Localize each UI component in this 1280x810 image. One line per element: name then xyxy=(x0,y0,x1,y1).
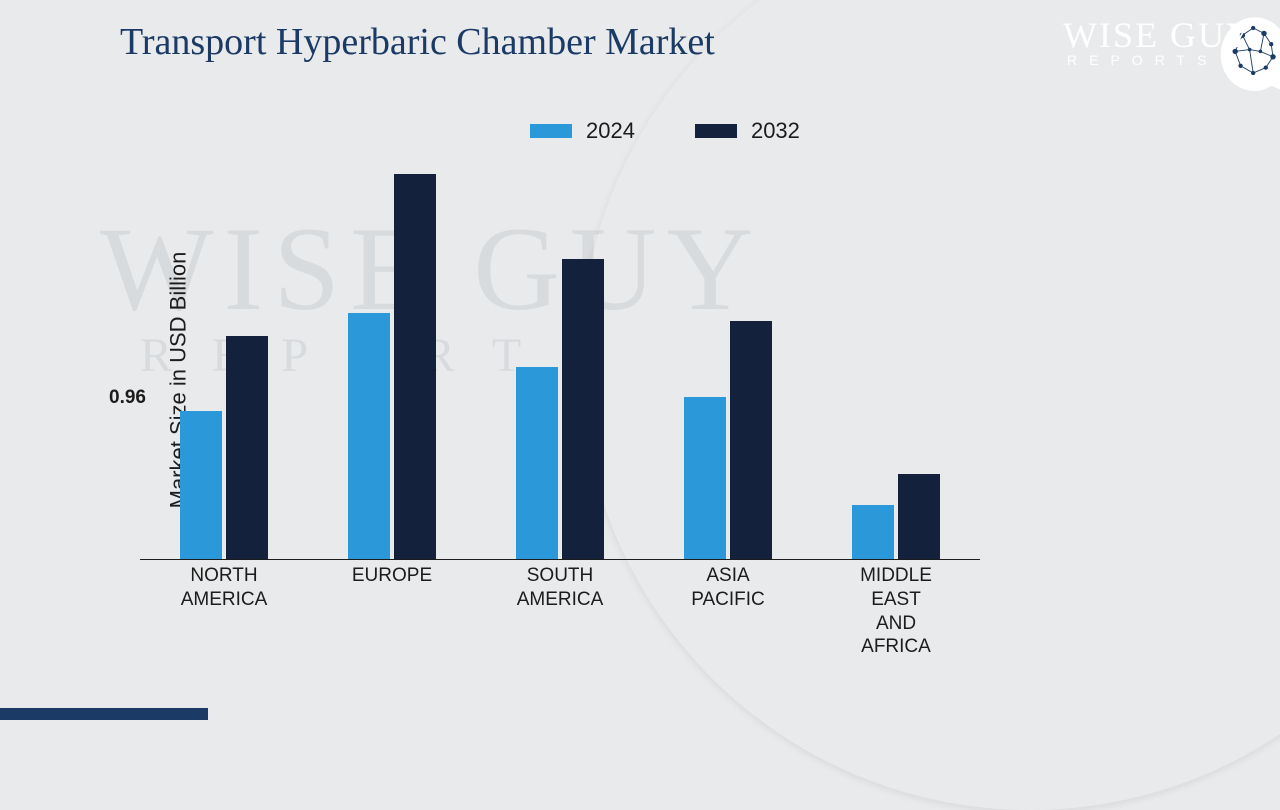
bar xyxy=(684,397,726,559)
bar-group xyxy=(317,174,467,559)
bar xyxy=(898,474,940,559)
bottom-accent-bar xyxy=(0,708,208,720)
bar-group xyxy=(485,259,635,559)
bar xyxy=(516,367,558,559)
bar-group: 0.96 xyxy=(149,336,299,559)
bar xyxy=(348,313,390,559)
x-axis-label: ASIAPACIFIC xyxy=(653,564,803,659)
legend-item-2032: 2032 xyxy=(695,118,800,144)
legend-swatch-2032 xyxy=(695,124,737,138)
legend-label-2024: 2024 xyxy=(586,118,635,144)
x-axis-labels: NORTHAMERICAEUROPESOUTHAMERICAASIAPACIFI… xyxy=(140,564,980,659)
bar xyxy=(562,259,604,559)
legend-swatch-2024 xyxy=(530,124,572,138)
logo-main: WISE GUY xyxy=(1063,14,1254,56)
legend-label-2032: 2032 xyxy=(751,118,800,144)
bar xyxy=(180,411,222,559)
bar xyxy=(394,174,436,559)
chart: Market Size in USD Billion 0.96 NORTHAME… xyxy=(50,150,1000,610)
brand-logo: WISE GUY REPORTS xyxy=(1063,14,1254,68)
bar-groups: 0.96 xyxy=(140,160,980,559)
bar xyxy=(852,505,894,559)
value-label: 0.96 xyxy=(109,387,146,409)
bar xyxy=(730,321,772,559)
page-title: Transport Hyperbaric Chamber Market xyxy=(120,20,715,64)
x-axis-label: SOUTHAMERICA xyxy=(485,564,635,659)
bar-group xyxy=(653,321,803,559)
x-axis-label: MIDDLEEASTANDAFRICA xyxy=(821,564,971,659)
x-axis-label: EUROPE xyxy=(317,564,467,659)
bar xyxy=(226,336,268,559)
chart-legend: 2024 2032 xyxy=(530,118,800,144)
x-axis-label: NORTHAMERICA xyxy=(149,564,299,659)
legend-item-2024: 2024 xyxy=(530,118,635,144)
plot-area: 0.96 xyxy=(140,160,980,560)
bar-group xyxy=(821,474,971,559)
